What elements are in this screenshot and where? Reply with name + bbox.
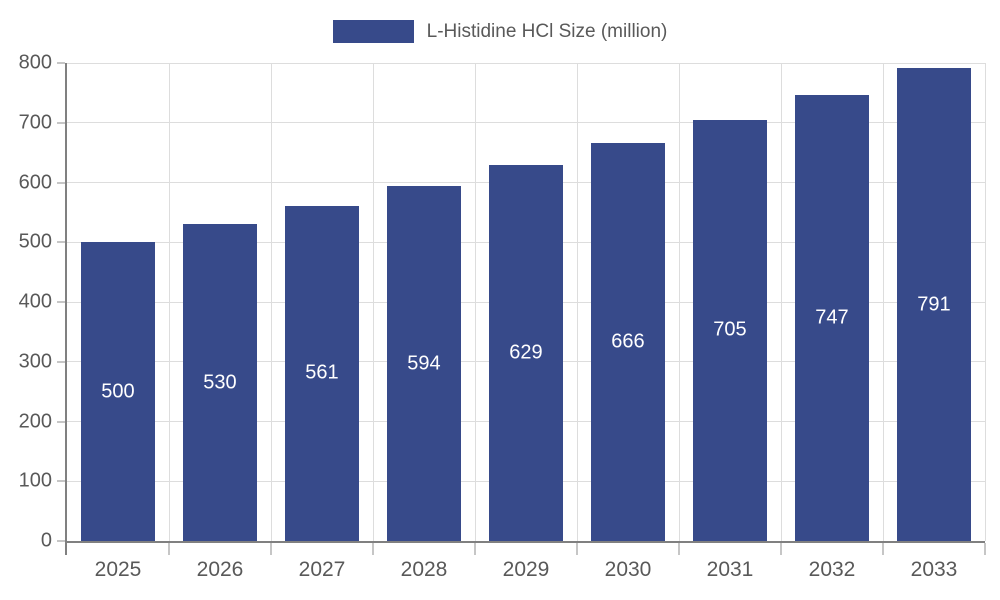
- bar-column: 705: [679, 63, 781, 541]
- y-tick: [57, 241, 65, 244]
- y-tick: [57, 301, 65, 303]
- bar-column: 747: [781, 63, 883, 541]
- y-axis-line: [65, 63, 67, 555]
- y-tick: [57, 540, 65, 542]
- bar-value-label: 530: [203, 371, 237, 394]
- bars-container: 500 530 561 594 629 666 705 747 791: [67, 63, 985, 541]
- bar-column: 530: [169, 63, 271, 541]
- bar-value-label: 666: [611, 330, 645, 353]
- bar[interactable]: 629: [489, 165, 563, 541]
- x-tick: [576, 543, 578, 555]
- x-axis-line: [65, 541, 985, 543]
- bar-column: 594: [373, 63, 475, 541]
- x-labels-row: 2025 2026 2027 2028 2029 2030 2031 2032 2033: [67, 558, 985, 582]
- bar-value-label: 791: [917, 293, 951, 316]
- bar[interactable]: 705: [693, 119, 767, 541]
- bar-column: 500: [67, 63, 169, 541]
- bar[interactable]: 791: [897, 68, 971, 541]
- x-gridline: [372, 63, 374, 541]
- y-tick-label: 600: [18, 171, 52, 193]
- bar-column: 561: [271, 63, 373, 541]
- x-tick: [474, 543, 476, 555]
- x-tick-label: 2031: [706, 558, 754, 581]
- legend: L-Histidine HCl Size (million): [0, 20, 1000, 43]
- y-tick-label: 200: [18, 410, 52, 432]
- x-tick: [984, 543, 986, 555]
- x-tick: [168, 543, 170, 555]
- legend-label: L-Histidine HCl Size (million): [426, 21, 668, 42]
- bar-value-label: 705: [713, 318, 747, 341]
- legend-item[interactable]: L-Histidine HCl Size (million): [332, 20, 668, 43]
- x-tick-label: 2026: [196, 558, 244, 581]
- x-tick-label: 2025: [94, 558, 142, 581]
- y-tick: [57, 420, 65, 423]
- y-tick-label: 700: [18, 111, 52, 134]
- x-gridline: [882, 63, 884, 541]
- bar-value-label: 629: [509, 341, 543, 364]
- bar[interactable]: 500: [81, 242, 155, 541]
- x-gridline: [168, 63, 170, 541]
- x-gridline: [984, 63, 986, 541]
- bar-column: 791: [883, 63, 985, 541]
- x-gridline: [678, 63, 680, 541]
- bar-value-label: 561: [305, 361, 339, 384]
- y-tick: [57, 121, 65, 124]
- y-tick-label: 300: [18, 350, 52, 373]
- y-tick-label: 800: [18, 51, 52, 74]
- bar[interactable]: 561: [285, 205, 359, 541]
- x-gridline: [576, 63, 578, 541]
- bar-value-label: 500: [101, 380, 135, 403]
- bar-value-label: 594: [407, 352, 441, 375]
- x-gridline: [270, 63, 272, 541]
- y-tick-label: 400: [18, 290, 52, 313]
- x-tick-label: 2029: [502, 558, 550, 581]
- x-gridline: [780, 63, 782, 541]
- y-tick: [57, 480, 65, 483]
- x-tick-label: 2028: [400, 558, 448, 581]
- bar-column: 629: [475, 63, 577, 541]
- x-tick: [780, 543, 782, 555]
- bar[interactable]: 594: [387, 186, 461, 541]
- y-gridline: [67, 122, 985, 124]
- bar-column: 666: [577, 63, 679, 541]
- x-tick-label: 2030: [604, 558, 652, 581]
- bar[interactable]: 666: [591, 143, 665, 541]
- x-gridline: [474, 63, 476, 541]
- y-tick: [57, 62, 65, 64]
- x-tick: [372, 543, 374, 555]
- y-tick: [57, 181, 65, 184]
- y-tick-label: 500: [18, 230, 52, 253]
- x-tick-label: 2033: [910, 558, 958, 581]
- bar[interactable]: 530: [183, 224, 257, 541]
- y-gridline: [67, 62, 985, 64]
- y-tick: [57, 360, 65, 363]
- y-tick-label: 100: [18, 469, 52, 492]
- x-tick: [270, 543, 272, 555]
- x-tick: [882, 543, 884, 555]
- bar-value-label: 747: [815, 306, 849, 329]
- y-tick-label: 0: [40, 529, 52, 552]
- x-tick: [678, 543, 680, 555]
- x-tick-label: 2032: [808, 558, 856, 581]
- legend-swatch: [332, 20, 414, 43]
- bar[interactable]: 747: [795, 94, 869, 541]
- x-tick-label: 2027: [298, 558, 346, 581]
